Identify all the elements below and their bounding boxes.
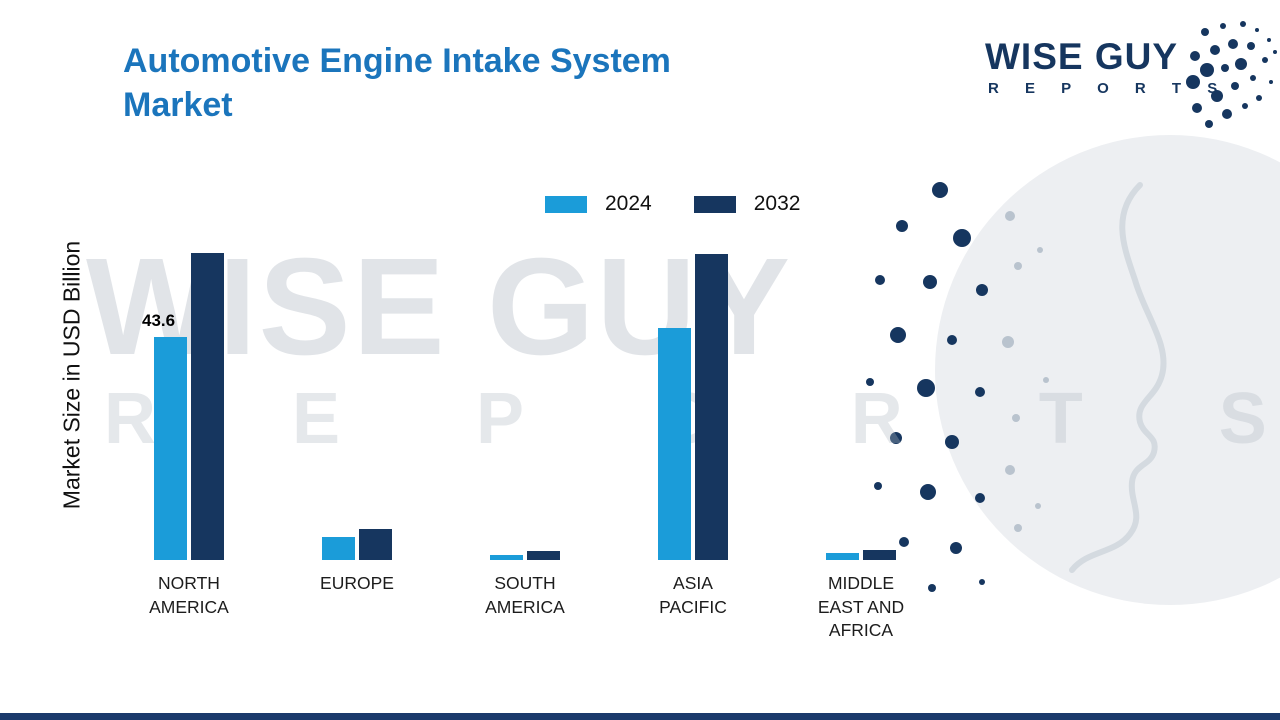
legend-item-2024: 2024	[545, 192, 652, 216]
bar-wrap-2024-1	[322, 537, 355, 560]
bar-2024-2	[490, 555, 523, 560]
legend-item-2032: 2032	[693, 192, 801, 216]
legend-swatch-2024	[545, 195, 587, 213]
bar-group-1: EUROPE	[273, 228, 441, 643]
bar-2032-2	[527, 551, 560, 560]
plot-area: 43.6 NORTH AMERICA EUROPE SOUTH AMERICA ASIA…	[105, 228, 945, 643]
legend-label-2032: 2032	[753, 192, 801, 215]
legend-label-2024: 2024	[605, 192, 652, 215]
bars-1	[322, 228, 392, 560]
category-label-1: EUROPE	[320, 573, 394, 593]
bar-2024-3	[658, 328, 691, 560]
bar-2032-0	[191, 253, 224, 560]
page-title-line1: Automotive Engine Intake System	[123, 42, 671, 80]
bar-wrap-2032-3	[695, 254, 728, 560]
bar-2032-4	[863, 550, 896, 560]
bar-wrap-2032-1	[359, 529, 392, 560]
bar-wrap-2032-2	[527, 551, 560, 560]
bars-3	[658, 228, 728, 560]
bottom-accent-bar	[0, 713, 1280, 720]
category-label-4: MIDDLE EAST AND AFRICA	[817, 573, 905, 641]
page-title-line2: Market	[123, 85, 233, 124]
bar-wrap-2024-3	[658, 328, 691, 560]
bar-value-label: 43.6	[142, 311, 176, 330]
bar-wrap-2024-4	[826, 553, 859, 560]
legend: 2024 2032	[545, 192, 800, 216]
y-axis-label: Market Size in USD Billion	[58, 240, 85, 510]
bar-group-4: MIDDLE EAST AND AFRICA	[777, 228, 945, 643]
bar-wrap-2024-0: 43.6	[142, 311, 187, 560]
bar-2024-4	[826, 553, 859, 560]
bar-group-0: 43.6 NORTH AMERICA	[105, 228, 273, 643]
bar-2032-3	[695, 254, 728, 560]
decorative-face-circle	[866, 135, 1280, 605]
brand-logo-face-dots-icon	[1186, 21, 1277, 128]
brand-logo: WISE GUY R E P O R T S	[985, 36, 1228, 97]
bar-wrap-2032-0	[191, 253, 224, 560]
bar-wrap-2032-4	[863, 550, 896, 560]
bars-4	[826, 228, 896, 560]
brand-logo-subtitle: R E P O R T S	[988, 80, 1229, 97]
bar-2024-0	[154, 337, 187, 560]
page-title: Automotive Engine Intake System Market	[123, 40, 863, 127]
bar-2024-1	[322, 537, 355, 560]
bar-wrap-2024-2	[490, 555, 523, 560]
bar-2032-1	[359, 529, 392, 560]
bar-group-3: ASIA PACIFIC	[609, 228, 777, 643]
category-label-2: SOUTH AMERICA	[485, 573, 565, 617]
bars-2	[490, 228, 560, 560]
brand-logo-name: WISE GUY	[985, 36, 1179, 77]
bars-0: 43.6	[142, 228, 224, 560]
category-label-3: ASIA PACIFIC	[659, 573, 727, 617]
legend-swatch-2032	[693, 195, 736, 213]
category-label-0: NORTH AMERICA	[149, 573, 229, 617]
bar-group-2: SOUTH AMERICA	[441, 228, 609, 643]
